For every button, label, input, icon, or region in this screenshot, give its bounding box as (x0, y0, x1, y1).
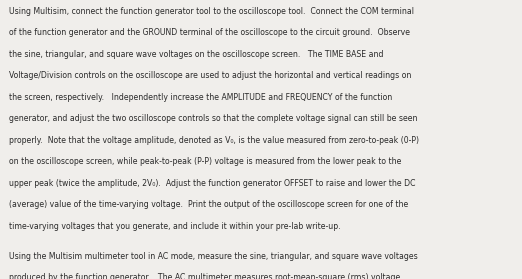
Text: produced by the function generator.   The AC multimeter measures root-mean-squar: produced by the function generator. The … (9, 273, 401, 279)
Text: properly.  Note that the voltage amplitude, denoted as V₀, is the value measured: properly. Note that the voltage amplitud… (9, 136, 419, 145)
Text: upper peak (twice the amplitude, 2V₀).  Adjust the function generator OFFSET to : upper peak (twice the amplitude, 2V₀). A… (9, 179, 416, 188)
Text: of the function generator and the GROUND terminal of the oscilloscope to the cir: of the function generator and the GROUND… (9, 28, 410, 37)
Text: generator, and adjust the two oscilloscope controls so that the complete voltage: generator, and adjust the two oscillosco… (9, 114, 418, 123)
Text: the sine, triangular, and square wave voltages on the oscilloscope screen.   The: the sine, triangular, and square wave vo… (9, 50, 384, 59)
Text: on the oscilloscope screen, while peak-to-peak (P-P) voltage is measured from th: on the oscilloscope screen, while peak-t… (9, 157, 402, 166)
Text: time-varying voltages that you generate, and include it within your pre-lab writ: time-varying voltages that you generate,… (9, 222, 341, 231)
Text: the screen, respectively.   Independently increase the AMPLITUDE and FREQUENCY o: the screen, respectively. Independently … (9, 93, 393, 102)
Text: Using the Multisim multimeter tool in AC mode, measure the sine, triangular, and: Using the Multisim multimeter tool in AC… (9, 252, 418, 261)
Text: (average) value of the time-varying voltage.  Print the output of the oscillosco: (average) value of the time-varying volt… (9, 200, 409, 209)
Text: Voltage/Division controls on the oscilloscope are used to adjust the horizontal : Voltage/Division controls on the oscillo… (9, 71, 412, 80)
Text: Using Multisim, connect the function generator tool to the oscilloscope tool.  C: Using Multisim, connect the function gen… (9, 7, 414, 16)
